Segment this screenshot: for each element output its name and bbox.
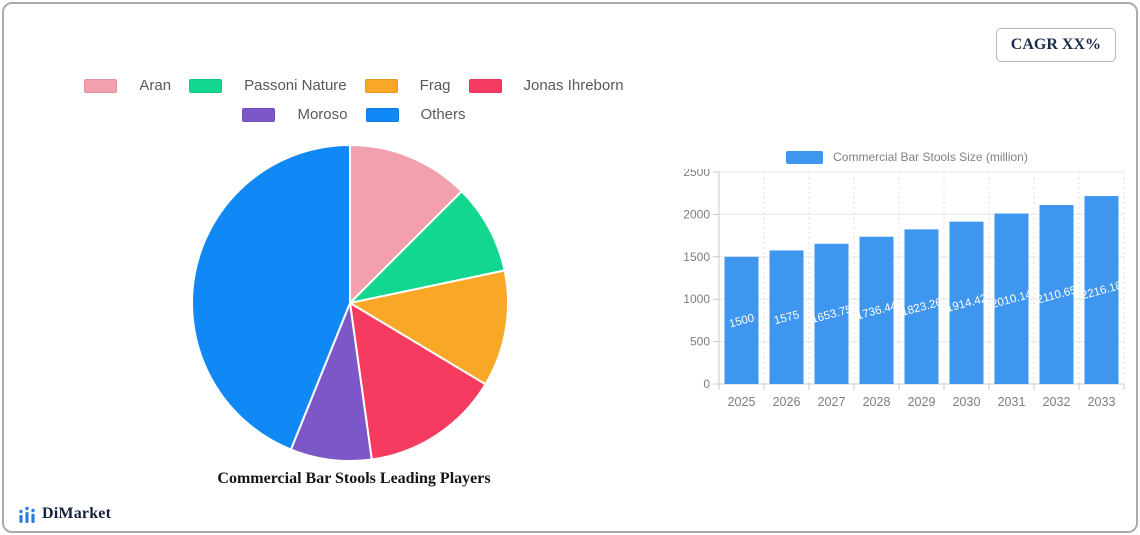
x-category-label: 2026 xyxy=(773,395,801,409)
pie-legend-row: Aran Passoni Nature Frag Jonas Ihreborn xyxy=(84,77,624,94)
pie-legend-item-jonas-ihreborn[interactable]: Jonas Ihreborn xyxy=(468,77,624,94)
bar-2032[interactable] xyxy=(1039,205,1074,384)
legend-swatch xyxy=(365,107,399,122)
bar-2029[interactable] xyxy=(904,229,939,384)
y-tick-label: 500 xyxy=(690,335,710,349)
bar-2030[interactable] xyxy=(949,221,984,384)
y-tick-label: 1000 xyxy=(683,292,710,306)
x-category-label: 2032 xyxy=(1043,395,1071,409)
bar-2027[interactable] xyxy=(814,243,849,384)
pie-legend-item-frag[interactable]: Frag xyxy=(364,77,451,94)
bar-legend-item[interactable]: Commercial Bar Stools Size (million) xyxy=(676,147,1138,167)
x-category-label: 2033 xyxy=(1088,395,1116,409)
y-tick-label: 2000 xyxy=(683,207,710,221)
bar-chart: Commercial Bar Stools Size (million) 0 50… xyxy=(676,147,1138,417)
pie-chart-canvas xyxy=(190,144,509,462)
x-category-label: 2029 xyxy=(908,395,936,409)
legend-swatch xyxy=(84,78,118,93)
pie-legend-item-passoni-nature[interactable]: Passoni Nature xyxy=(189,77,347,94)
legend-label: Frag xyxy=(419,77,451,94)
pie-slice-jonas-ihreborn[interactable] xyxy=(349,302,487,461)
legend-swatch xyxy=(364,78,398,93)
x-category-label: 2028 xyxy=(863,395,891,409)
pie-slice-aran[interactable] xyxy=(349,144,463,304)
brand-name: DiMarket xyxy=(42,505,112,522)
pie-legend-item-moroso[interactable]: Moroso xyxy=(242,106,348,123)
bar-chart-logo-icon xyxy=(19,506,35,523)
y-tick-label: 2500 xyxy=(683,169,710,179)
bar-2028[interactable] xyxy=(859,236,894,384)
bar-legend-label: Commercial Bar Stools Size (million) xyxy=(833,150,1028,164)
pie-legend-item-aran[interactable]: Aran xyxy=(84,77,171,94)
bar-2025[interactable] xyxy=(724,256,759,384)
legend-label: Others xyxy=(420,106,466,123)
y-tick-label: 1500 xyxy=(683,250,710,264)
legend-label: Jonas Ihreborn xyxy=(523,77,624,94)
pie-chart[interactable] xyxy=(189,142,511,464)
bar-chart-canvas[interactable]: 0500100015002000250015002025157520261653… xyxy=(676,169,1138,417)
pie-slice-passoni-nature[interactable] xyxy=(349,190,506,304)
bar-2031[interactable] xyxy=(994,213,1029,384)
legend-swatch xyxy=(242,107,276,122)
x-category-label: 2031 xyxy=(998,395,1026,409)
legend-label: Aran xyxy=(139,77,172,94)
legend-label: Moroso xyxy=(297,106,348,123)
pie-legend-row: Moroso Others xyxy=(242,106,466,123)
brand-logo[interactable]: DiMarket xyxy=(18,505,111,523)
legend-swatch xyxy=(468,78,502,93)
pie-legend-item-others[interactable]: Others xyxy=(365,106,466,123)
bar-legend-swatch xyxy=(786,150,824,164)
cagr-button[interactable]: CAGR XX% xyxy=(995,28,1116,62)
x-category-label: 2027 xyxy=(818,395,846,409)
y-tick-label: 0 xyxy=(703,377,710,391)
x-category-label: 2030 xyxy=(953,395,981,409)
pie-chart-title: Commercial Bar Stools Leading Players xyxy=(217,470,491,487)
legend-label: Passoni Nature xyxy=(244,77,347,94)
pie-slice-frag[interactable] xyxy=(349,269,509,386)
bar-2026[interactable] xyxy=(769,250,804,384)
pie-legend: Aran Passoni Nature Frag Jonas Ihreborn Moro… xyxy=(34,77,674,123)
x-category-label: 2025 xyxy=(728,395,756,409)
bar-2033[interactable] xyxy=(1084,196,1119,384)
legend-swatch xyxy=(189,78,223,93)
pie-slice-others[interactable] xyxy=(190,144,351,451)
